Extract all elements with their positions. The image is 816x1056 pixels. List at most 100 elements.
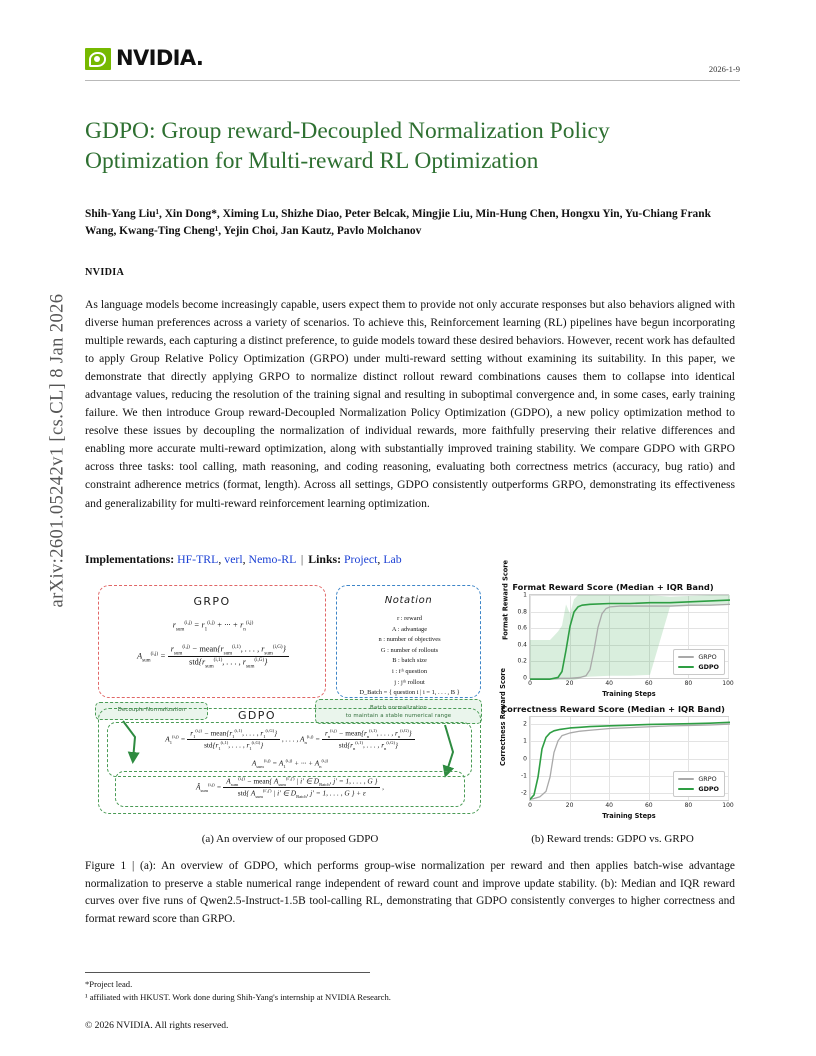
footnote-divider — [85, 972, 370, 973]
chart-plot-area: -2 -1 0 1 2 0 20 40 60 80 100 GRP — [521, 716, 734, 809]
nvidia-wordmark: NVIDIA. — [116, 46, 204, 70]
gdpo-equation-batch-norm: Âsum(i,j) = Asum(i,j) − mean{ Asum(i′,j′… — [195, 776, 385, 800]
notation-item: D_Batch = { question i | i = 1, . . . , … — [359, 689, 460, 697]
x-tick: 0 — [528, 680, 532, 687]
legend-swatch-gdpo — [678, 787, 695, 791]
notation-item: B : batch size — [392, 657, 427, 665]
x-tick: 80 — [684, 680, 693, 687]
notation-box-heading: Notation — [384, 595, 433, 606]
legend-swatch-grpo — [678, 655, 695, 658]
links-separator: | — [300, 552, 304, 566]
x-tick: 60 — [644, 802, 653, 809]
legend-entry-grpo: GRPO — [678, 653, 719, 661]
header-divider — [85, 80, 740, 82]
nvidia-eye-icon — [85, 48, 111, 70]
notation-item: n : number of objectives — [378, 636, 441, 644]
link-nemo-rl[interactable]: Nemo-RL — [248, 552, 296, 566]
reward-trend-charts: Format Reward Score (Median + IQR Band) … — [489, 560, 737, 824]
page-title: GDPO: Group reward-Decoupled Normalizati… — [85, 117, 610, 174]
y-tick: 1 — [523, 591, 527, 599]
chart-title: Correctness Reward Score (Median + IQR B… — [501, 704, 725, 714]
notation-item: i : iᵗʰ question — [391, 667, 428, 675]
implementations-label: Implementations: — [85, 552, 175, 566]
x-tick: 40 — [605, 680, 614, 687]
batch-note-line2: to maintain a stable numerical range — [345, 713, 452, 719]
legend-swatch-grpo — [678, 777, 695, 780]
x-tick: 100 — [722, 680, 734, 687]
notation-item: G : number of rollouts — [380, 646, 439, 654]
link-verl[interactable]: verl — [224, 552, 243, 566]
abstract-text: As language models become increasingly c… — [85, 298, 735, 510]
chart-legend: GRPO GDPO — [673, 770, 725, 797]
footnote-project-lead: *Project lead. — [85, 979, 133, 989]
gdpo-group-norm-box — [107, 722, 472, 777]
link-project[interactable]: Project — [343, 552, 378, 566]
grpo-equation-advantage: Asum(i,j) = rsum(i,j) − mean{rsum(i,1), … — [99, 644, 327, 670]
legend-swatch-gdpo — [678, 665, 695, 669]
y-tick: 0.8 — [517, 608, 527, 616]
y-tick: 1 — [523, 737, 527, 745]
links-label: Links: — [308, 552, 342, 566]
author-list: Shih-Yang Liu¹, Xin Dong*, Ximing Lu, Sh… — [85, 208, 711, 237]
nvidia-logo: NVIDIA. — [85, 46, 204, 70]
gdpo-box-heading: GDPO — [238, 709, 276, 722]
correctness-reward-chart: Correctness Reward Score (Median + IQR B… — [489, 668, 737, 822]
y-tick: 0.6 — [517, 624, 527, 632]
legend-entry-gdpo: GDPO — [678, 785, 719, 793]
figure-caption: Figure 1 | (a): An overview of GDPO, whi… — [85, 860, 735, 925]
gdpo-equation-per-reward: A1(i,j) = r1(i,j) − mean{r1(i,1), . . . … — [109, 728, 471, 751]
figure-1: GRPO rsum(i,j) = r1(i,j) + ··· + rn(i,j)… — [85, 560, 740, 832]
gdpo-equation-sum: Asum(i,j) = A1(i,j) + ··· + An(i,j) — [251, 758, 329, 769]
header-date: 2026-1-9 — [708, 64, 740, 74]
legend-label-grpo: GRPO — [698, 774, 717, 783]
affiliation: NVIDIA — [85, 267, 125, 278]
footnotes: *Project lead. ¹ affiliated with HKUST. … — [85, 978, 735, 1005]
subcaption-a: (a) An overview of our proposed GDPO — [201, 833, 379, 845]
gdpo-formula-box — [98, 708, 481, 814]
chart-x-axis-label: Training Steps — [602, 812, 656, 820]
legend-label-gdpo: GDPO — [698, 785, 719, 793]
x-tick: 100 — [722, 802, 734, 809]
link-lab[interactable]: Lab — [383, 552, 402, 566]
x-tick: 80 — [684, 802, 693, 809]
chart-series — [530, 717, 730, 802]
chart-x-axis-label: Training Steps — [602, 690, 656, 698]
legend-entry-grpo: GRPO — [678, 775, 719, 783]
gdpo-batch-norm-box — [115, 771, 465, 807]
y-tick: -2 — [521, 789, 527, 797]
paper-page: NVIDIA. 2026-1-9 GDPO: Group reward-Deco… — [85, 0, 740, 1056]
y-tick: 0 — [523, 674, 527, 682]
gdpo-overview-diagram: GRPO rsum(i,j) = r1(i,j) + ··· + rn(i,j)… — [93, 582, 488, 832]
copyright-notice: © 2026 NVIDIA. All rights reserved. — [85, 1020, 229, 1031]
chart-series — [530, 595, 730, 680]
notation-box: Notation r : reward A : advantage n : nu… — [336, 585, 481, 698]
chart-plot-area: 0 0.2 0.4 0.6 0.8 1 0 20 40 60 80 100 — [517, 592, 733, 688]
link-hf-trl[interactable]: HF-TRL — [177, 552, 219, 566]
x-tick: 20 — [565, 802, 574, 809]
y-tick: -1 — [521, 772, 527, 780]
subcaption-b: (b) Reward trends: GDPO vs. GRPO — [531, 833, 694, 845]
notation-item: r : reward — [397, 615, 422, 622]
x-tick: 40 — [605, 802, 614, 809]
x-tick: 60 — [644, 680, 653, 687]
format-reward-chart: Format Reward Score (Median + IQR Band) … — [489, 560, 737, 700]
page-header: NVIDIA. 2026-1-9 — [85, 0, 740, 82]
arxiv-stamp: arXiv:2601.05242v1 [cs.CL] 8 Jan 2026 — [47, 293, 68, 608]
grpo-equation-rsum: rsum(i,j) = r1(i,j) + ··· + rn(i,j) — [172, 620, 254, 633]
grpo-formula-box: GRPO rsum(i,j) = r1(i,j) + ··· + rn(i,j)… — [98, 585, 326, 698]
legend-entry-gdpo: GDPO — [678, 663, 719, 671]
y-tick: 0.2 — [517, 657, 527, 665]
decouple-normalization-note: Decouple Normalization — [95, 702, 208, 720]
notation-item: A : advantage — [391, 625, 428, 633]
footnote-affiliation: ¹ affiliated with HKUST. Work done durin… — [85, 992, 391, 1003]
x-tick: 0 — [528, 802, 532, 809]
implementations-line: Implementations: HF-TRL, verl, Nemo-RL |… — [85, 552, 402, 566]
legend-label-gdpo: GDPO — [698, 663, 719, 671]
y-tick: 2 — [523, 720, 527, 728]
grpo-box-heading: GRPO — [193, 595, 231, 608]
notation-list: r : reward A : advantage n : number of o… — [337, 614, 482, 699]
decouple-note-text: Decouple Normalization — [117, 707, 186, 713]
chart-title: Format Reward Score (Median + IQR Band) — [512, 582, 714, 592]
chart-y-axis-label: Format Reward Score — [501, 559, 510, 641]
legend-label-grpo: GRPO — [698, 652, 717, 661]
